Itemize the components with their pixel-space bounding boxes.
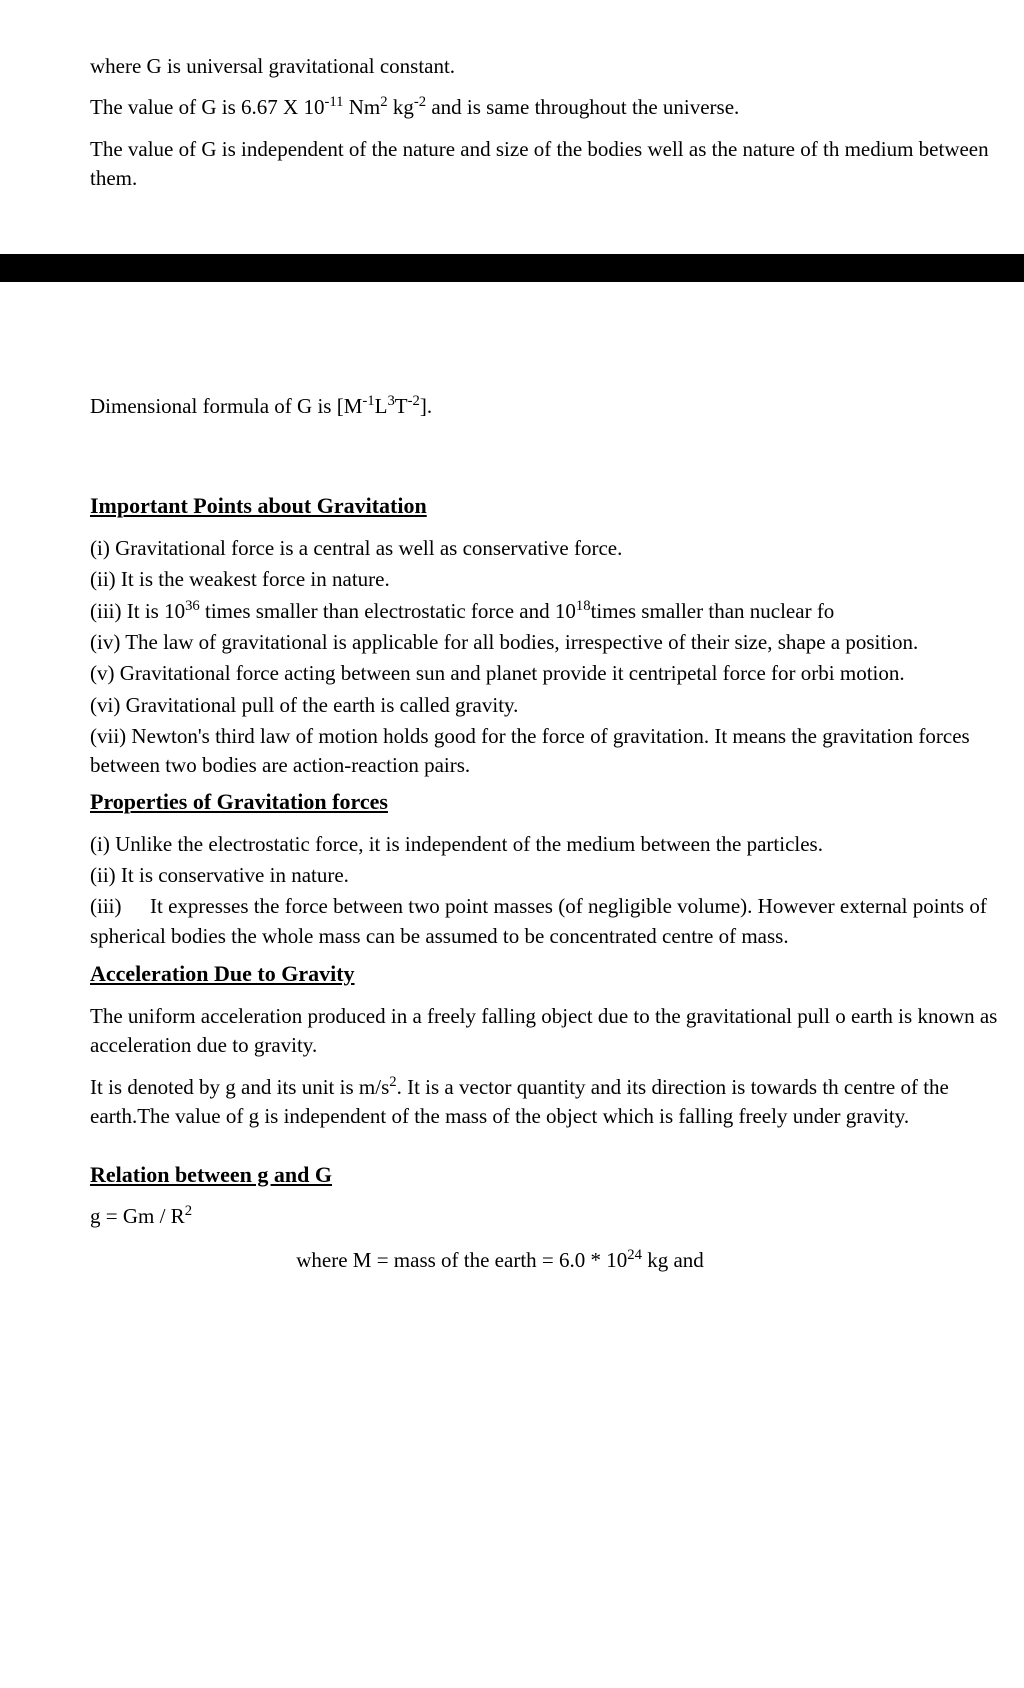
text: ].: [420, 394, 432, 418]
text: times smaller than nuclear fo: [591, 599, 835, 623]
intro-p1: where G is universal gravitational const…: [90, 52, 1024, 81]
list-item: (v) Gravitational force acting between s…: [90, 659, 1024, 688]
text: kg and: [642, 1248, 704, 1272]
superscript: -11: [324, 94, 343, 110]
text: L: [375, 394, 388, 418]
list-item: (iv) The law of gravitational is applica…: [90, 628, 1024, 657]
superscript: 24: [627, 1247, 642, 1263]
list-item: (iii)It expresses the force between two …: [90, 892, 1024, 951]
list-item: (iii) It is 1036 times smaller than elec…: [90, 597, 1024, 626]
text: Nm: [344, 95, 381, 119]
superscript: 36: [185, 598, 200, 614]
superscript: 2: [389, 1074, 396, 1090]
list-item: (i) Unlike the electrostatic force, it i…: [90, 830, 1024, 859]
superscript: 3: [387, 393, 394, 409]
accel-p2: It is denoted by g and its unit is m/s2.…: [90, 1073, 1024, 1132]
relation-equation: g = Gm / R2: [90, 1202, 1024, 1231]
superscript: -2: [408, 393, 420, 409]
superscript: 18: [576, 598, 591, 614]
list-item: (vii) Newton's third law of motion holds…: [90, 722, 1024, 781]
list-item: (ii) It is the weakest force in nature.: [90, 565, 1024, 594]
text: (iii) It is 10: [90, 599, 185, 623]
dimensional-formula: Dimensional formula of G is [M-1L3T-2].: [90, 392, 1024, 421]
intro-p3: The value of G is independent of the nat…: [90, 135, 1024, 194]
text: Dimensional formula of G is [M: [90, 394, 362, 418]
intro-p2: The value of G is 6.67 X 10-11 Nm2 kg-2 …: [90, 93, 1024, 122]
list-marker: (iii): [90, 892, 150, 921]
text: and is same throughout the universe.: [426, 95, 739, 119]
text: times smaller than electrostatic force a…: [200, 599, 576, 623]
list-item: (i) Gravitational force is a central as …: [90, 534, 1024, 563]
horizontal-divider: [0, 254, 1024, 282]
relation-where: where M = mass of the earth = 6.0 * 1024…: [90, 1246, 910, 1275]
heading-relation: Relation between g and G: [90, 1160, 1024, 1191]
superscript: -1: [362, 393, 374, 409]
superscript: -2: [414, 94, 426, 110]
list-item: (vi) Gravitational pull of the earth is …: [90, 691, 1024, 720]
accel-p1: The uniform acceleration produced in a f…: [90, 1002, 1024, 1061]
heading-properties: Properties of Gravitation forces: [90, 787, 1024, 818]
text: It expresses the force between two point…: [90, 894, 987, 947]
text: where M = mass of the earth = 6.0 * 10: [296, 1248, 627, 1272]
text: kg: [388, 95, 414, 119]
text: It is denoted by g and its unit is m/s: [90, 1075, 389, 1099]
superscript: 2: [185, 1203, 192, 1219]
text: g = Gm / R: [90, 1204, 185, 1228]
text: The value of G is 6.67 X 10: [90, 95, 324, 119]
heading-acceleration: Acceleration Due to Gravity: [90, 959, 1024, 990]
document-page: where G is universal gravitational const…: [0, 0, 1024, 1315]
superscript: 2: [380, 94, 387, 110]
text: T: [395, 394, 408, 418]
list-item: (ii) It is conservative in nature.: [90, 861, 1024, 890]
heading-important-points: Important Points about Gravitation: [90, 491, 1024, 522]
